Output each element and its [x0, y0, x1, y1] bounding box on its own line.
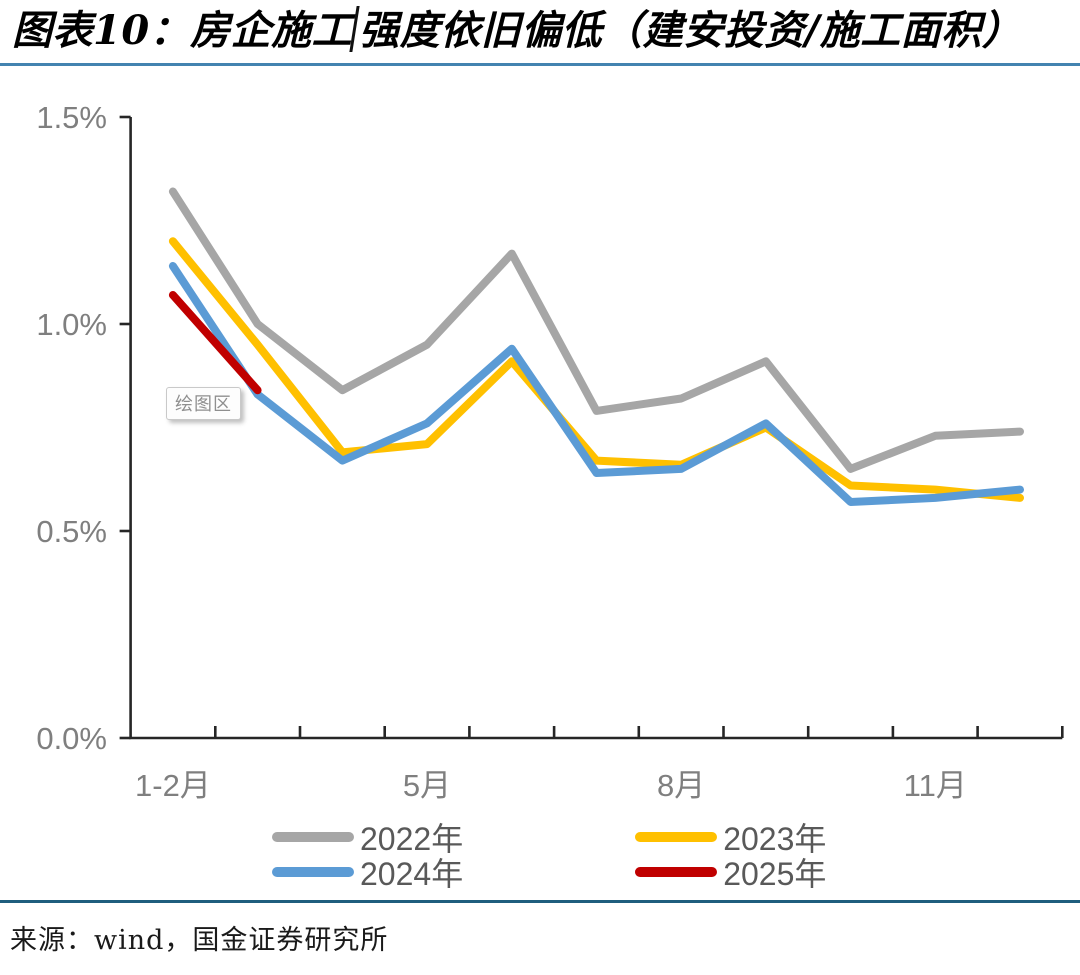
- x-axis-label: 5月: [403, 768, 451, 803]
- y-axis-label: 1.5%: [36, 100, 107, 135]
- legend-label: 2023年: [723, 821, 827, 857]
- legend-label: 2024年: [360, 856, 464, 892]
- legend-label: 2025年: [723, 856, 827, 892]
- plot-area-tooltip: 绘图区: [166, 387, 241, 420]
- bottom-divider-line: [0, 900, 1080, 903]
- chart-title: 图表10：房企施工 强度依旧偏低（建安投资/施工面积）: [12, 6, 1072, 56]
- legend-item-2023年: 2023年: [635, 820, 826, 857]
- legend-item-2022年: 2022年: [272, 820, 463, 857]
- legend-item-2024年: 2024年: [272, 855, 463, 892]
- y-axis-label: 1.0%: [36, 307, 107, 342]
- x-axis-label: 1-2月: [135, 768, 211, 803]
- series-line-2024年[interactable]: [168, 262, 1024, 506]
- chart-title-part1: 图表10：房企施工: [12, 7, 353, 54]
- legend-swatch-2024年: [272, 867, 354, 877]
- chart-legend: 2022年 2023年 2024年 2025年: [272, 820, 826, 892]
- series-line-2022年[interactable]: [168, 187, 1024, 473]
- x-axis-label: 11月: [904, 768, 967, 803]
- y-axis-label: 0.0%: [36, 721, 107, 756]
- source-attribution: 来源：wind，国金证券研究所: [10, 925, 389, 956]
- legend-label: 2022年: [360, 821, 464, 857]
- legend-item-2025年: 2025年: [635, 855, 826, 892]
- y-axis-label: 0.5%: [36, 514, 107, 549]
- legend-swatch-2025年: [635, 867, 718, 877]
- chart-title-part2: 强度依旧偏低（建安投资/施工面积）: [359, 7, 1023, 54]
- legend-swatch-2023年: [635, 832, 718, 842]
- top-divider-line: [0, 63, 1080, 66]
- legend-swatch-2022年: [272, 832, 354, 842]
- axis-lines: [129, 117, 1063, 740]
- series-line-2023年[interactable]: [168, 237, 1024, 502]
- series-line-2025年[interactable]: [168, 291, 262, 395]
- x-axis-label: 8月: [657, 768, 705, 803]
